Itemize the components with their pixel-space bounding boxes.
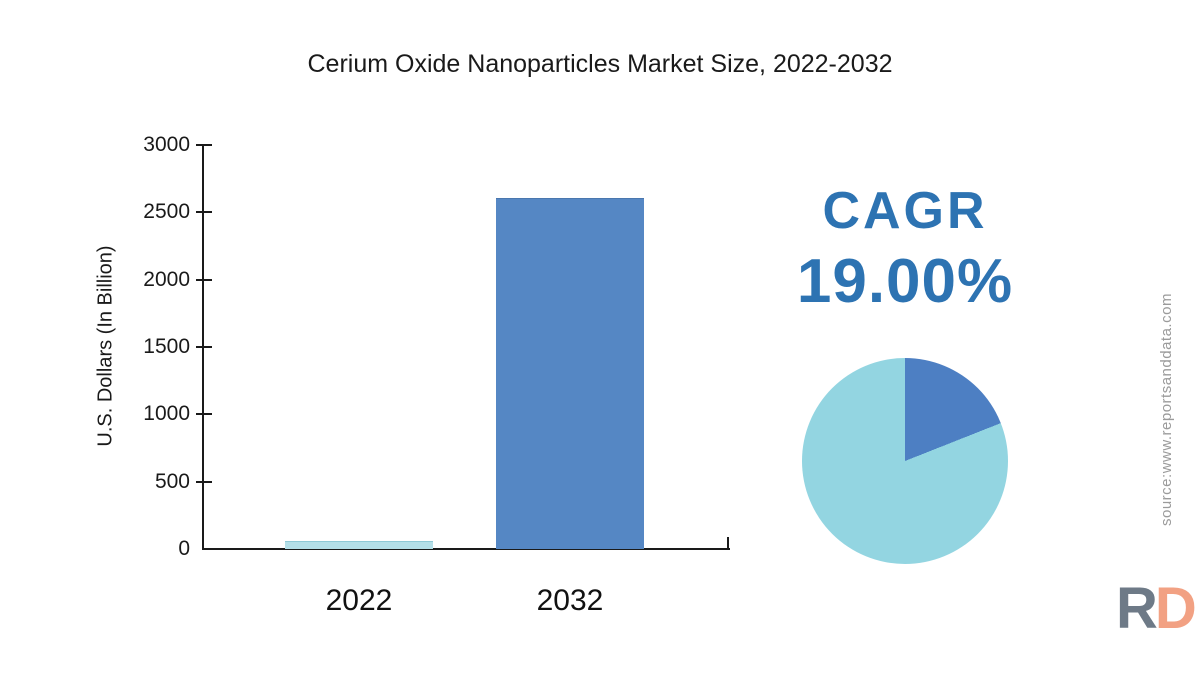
- y-tick-label-500: 500: [154, 469, 190, 493]
- x-axis-end-tick: [727, 537, 729, 548]
- y-tick-label-2000: 2000: [143, 267, 190, 291]
- x-category-label-2022: 2022: [325, 584, 393, 617]
- y-tick-label-1500: 1500: [143, 335, 190, 358]
- chart-title: Cerium Oxide Nanoparticles Market Size, …: [307, 50, 893, 78]
- bar-2022: [285, 541, 433, 549]
- y-tick-2500: [196, 211, 212, 214]
- y-tick-label-2500: 2500: [143, 200, 190, 224]
- source-attribution: source:www.reportsanddata.com: [1158, 293, 1175, 526]
- y-axis-title: U.S. Dollars (In Billion): [94, 245, 117, 447]
- logo-letter-d: D: [1154, 576, 1197, 641]
- y-tick-500: [196, 480, 212, 483]
- y-tick-3000: [196, 144, 212, 146]
- y-tick-label-0: 0: [178, 537, 190, 560]
- cagr-value: 19.00%: [796, 247, 1014, 316]
- bar-2032: [496, 198, 644, 549]
- reports-and-data-logo: RD: [1116, 580, 1197, 638]
- y-tick-label-3000: 3000: [143, 133, 190, 156]
- y-tick-2000: [196, 278, 212, 281]
- cagr-block: CAGR 19.00%: [755, 183, 1055, 317]
- logo-letter-r: R: [1116, 576, 1158, 641]
- y-tick-1500: [196, 346, 212, 348]
- x-axis-line: [202, 548, 730, 550]
- cagr-pie-chart: [802, 358, 1008, 564]
- cagr-label: CAGR: [822, 182, 988, 240]
- y-tick-label-1000: 1000: [143, 402, 190, 426]
- y-tick-1000: [196, 413, 212, 416]
- x-category-label-2032: 2032: [536, 584, 604, 617]
